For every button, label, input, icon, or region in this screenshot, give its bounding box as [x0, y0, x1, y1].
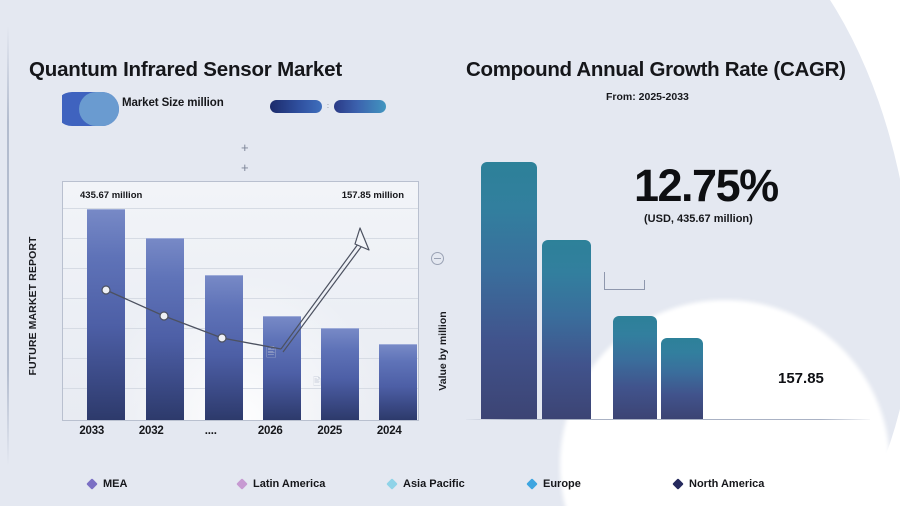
right-panel-title: Compound Annual Growth Rate (CAGR) — [466, 58, 846, 81]
legend-marker-icon — [386, 478, 398, 490]
trend-overlay — [101, 227, 370, 353]
market-size-legend-label: Market Size million — [122, 97, 224, 109]
legend-item-asia-pacific[interactable]: Asia Pacific — [386, 478, 528, 490]
legend-label: Europe — [543, 478, 581, 490]
plot-label-max: 435.67 million — [80, 190, 143, 201]
legend-label: Latin America — [253, 478, 326, 490]
chart-legend: MEA Latin America Asia Pacific Europe No… — [0, 462, 900, 506]
minus-circle-icon — [431, 252, 444, 265]
gridline — [63, 238, 418, 239]
legend-label: MEA — [103, 478, 128, 490]
right-bar-2024-primary — [730, 363, 780, 419]
legend-item-mea[interactable]: MEA — [86, 478, 238, 490]
left-edge-divider — [7, 26, 9, 466]
gridline — [63, 268, 418, 269]
right-bar-2033-primary — [481, 162, 537, 419]
gradient-pill-right — [333, 100, 386, 113]
bracket-decor-icon — [604, 272, 645, 290]
x-label: 2026 — [257, 425, 283, 437]
watermark-doc-icon-2: 🖹 — [313, 377, 322, 388]
right-bar-2024-secondary — [778, 392, 845, 419]
right-bar-2025-primary — [613, 316, 657, 419]
x-label: 2025 — [317, 425, 343, 437]
left-panel-title: Quantum Infrared Sensor Market — [29, 58, 342, 81]
gradient-pill-group: : — [270, 100, 386, 113]
bar-2026 — [263, 315, 301, 420]
right-bar-2033-secondary — [542, 240, 591, 419]
x-label: 2033 — [79, 425, 105, 437]
legend-label: North America — [689, 478, 765, 490]
left-y-axis-label: FUTURE MARKET REPORT — [27, 221, 39, 391]
legend-marker-icon — [236, 478, 248, 490]
bar-2032 — [146, 238, 184, 420]
right-bar-value-label: 157.85 — [778, 370, 824, 387]
legend-marker-icon — [672, 478, 684, 490]
x-label: .... — [204, 425, 217, 437]
bar-2024 — [379, 343, 417, 420]
bar-dots — [205, 274, 243, 420]
legend-item-north-america[interactable]: North America — [672, 478, 765, 490]
plus-decor-icon-1: + — [241, 140, 249, 155]
bar-2025 — [321, 327, 359, 420]
hexagon-logo-icon — [55, 92, 128, 126]
cagr-note: (USD, 435.67 million) — [644, 213, 753, 225]
right-chart-baseline — [466, 419, 870, 420]
gridline — [63, 208, 418, 209]
right-bar-2025-secondary — [661, 338, 703, 419]
legend-item-latin-america[interactable]: Latin America — [236, 478, 388, 490]
bar-2033 — [87, 208, 125, 420]
x-label: 2032 — [138, 425, 164, 437]
plus-decor-icon-2: + — [241, 160, 249, 175]
cagr-value: 12.75% — [634, 160, 779, 211]
left-chart-x-labels: 2033 2032 .... 2026 2025 2024 — [62, 425, 419, 437]
left-y-axis-label-text: FUTURE MARKET REPORT — [27, 236, 39, 376]
growth-arrow-icon — [280, 227, 370, 353]
plot-label-min: 157.85 million — [341, 190, 404, 201]
pill-separator: : — [327, 103, 329, 110]
legend-item-europe[interactable]: Europe — [526, 478, 674, 490]
right-y-axis-label: Value by million — [437, 311, 449, 391]
gradient-pill-left — [270, 100, 322, 113]
right-panel-subtitle: From: 2025-2033 — [606, 91, 689, 103]
legend-label: Asia Pacific — [403, 478, 465, 490]
x-label: 2024 — [376, 425, 402, 437]
left-bar-chart-plot: 435.67 million 157.85 million 🖹 🖹 — [62, 181, 419, 421]
legend-marker-icon — [86, 478, 98, 490]
watermark-doc-icon-1: 🖹 — [266, 345, 277, 360]
legend-marker-icon — [526, 478, 538, 490]
